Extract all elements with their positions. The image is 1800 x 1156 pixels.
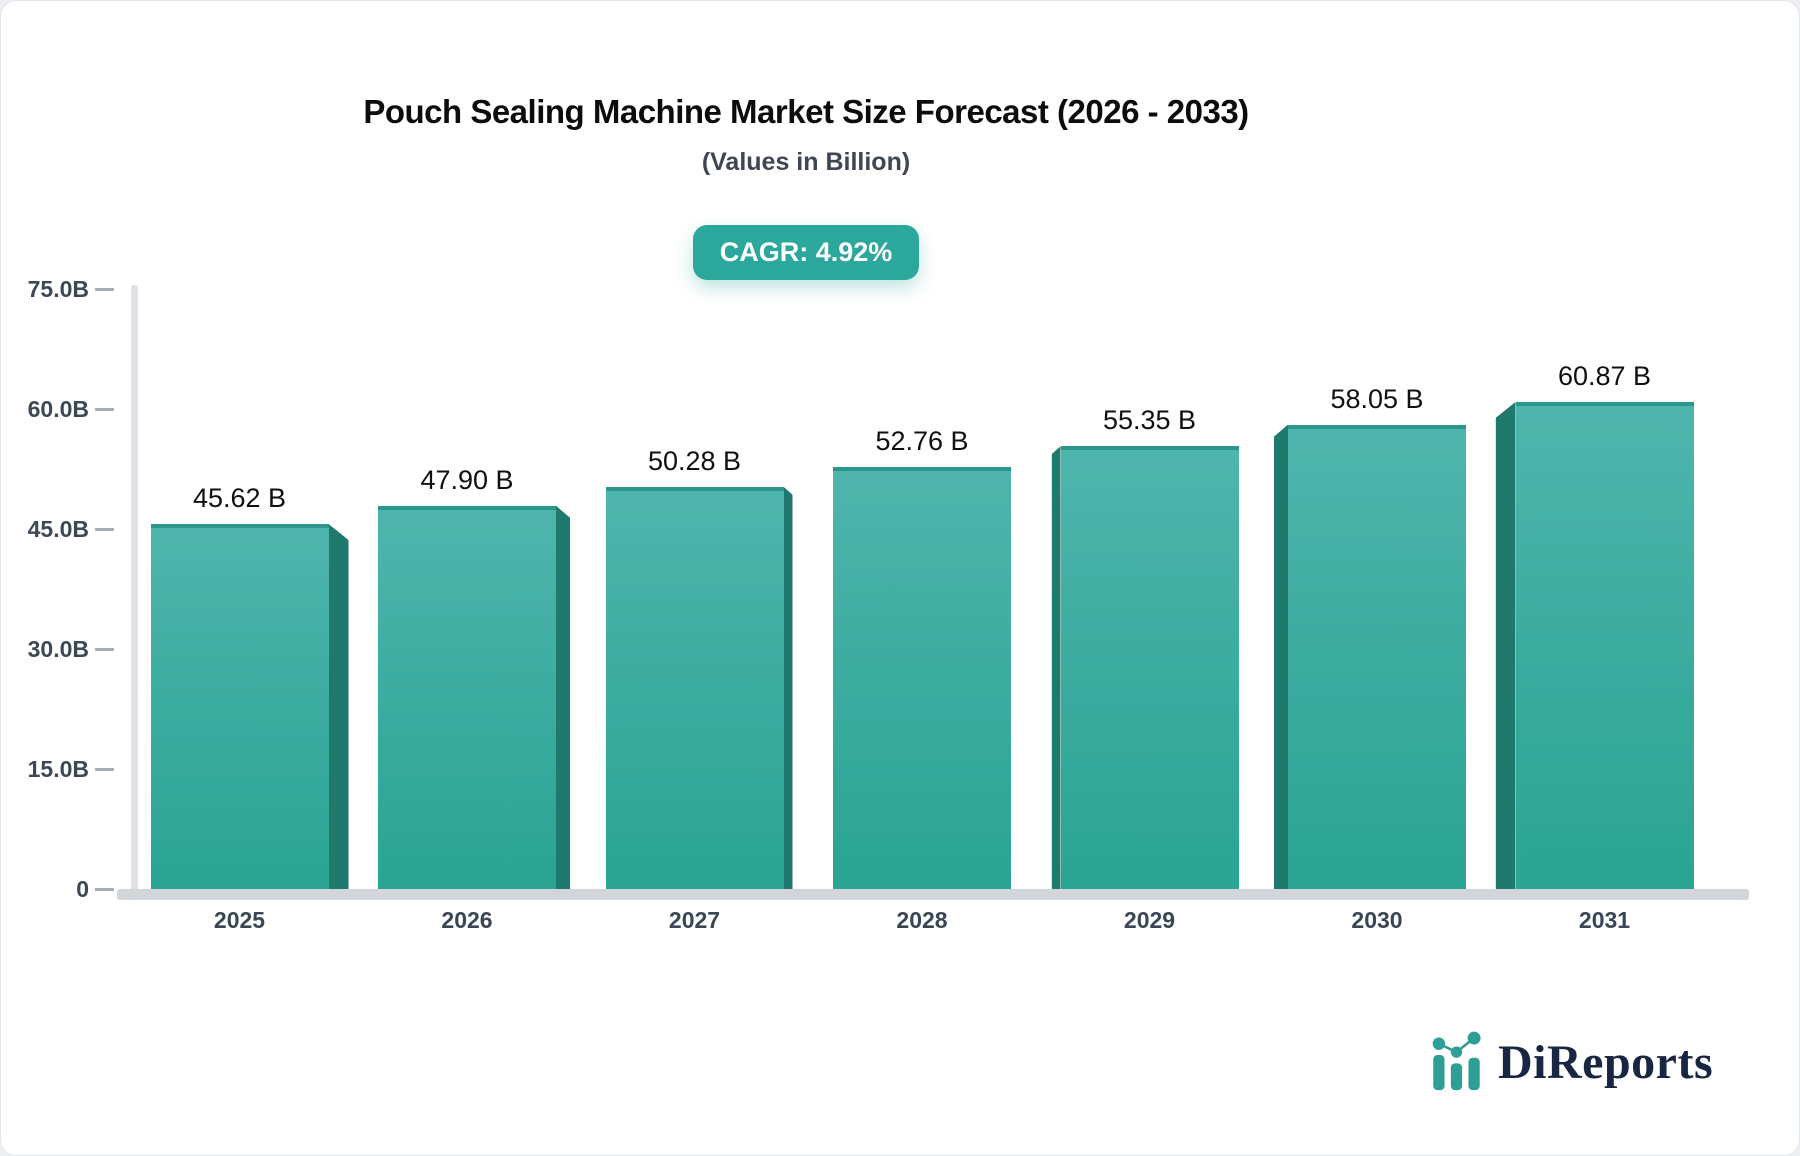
bar-2026	[378, 505, 556, 889]
brand-logo-chart-icon	[1432, 1031, 1481, 1091]
brand-logo: DiReports	[1429, 1031, 1713, 1093]
x-axis-category-label: 2027	[668, 907, 721, 933]
chart-title: Pouch Sealing Machine Market Size Foreca…	[363, 93, 1249, 130]
y-axis-tick-label: 15.0B	[27, 756, 89, 782]
y-axis-tick-label: 30.0B	[27, 636, 89, 662]
y-axis-tick-mark	[95, 767, 114, 771]
x-axis-category-label: 2025	[213, 907, 266, 933]
y-axis-line	[131, 285, 138, 900]
bar-2028	[833, 466, 1011, 889]
y-axis-tick-mark	[95, 647, 114, 651]
bar-2025	[150, 524, 329, 889]
y-axis-tick-mark	[95, 407, 114, 411]
chart-subtitle: (Values in Billion)	[701, 148, 911, 176]
y-axis-tick-label: 75.0B	[27, 276, 89, 302]
bar-value-label: 58.05 B	[1330, 383, 1424, 414]
y-axis-tick-mark	[95, 287, 114, 291]
bar-2029	[1060, 446, 1239, 889]
y-axis-tick-label: 45.0B	[27, 516, 89, 542]
x-axis-category-label: 2031	[1578, 907, 1631, 933]
bar-value-label: 52.76 B	[875, 425, 969, 456]
y-axis-tick-label: 0	[76, 876, 89, 902]
x-axis-category-label: 2028	[896, 907, 948, 933]
x-axis-line	[117, 889, 1749, 900]
bar-value-label: 60.87 B	[1557, 361, 1652, 392]
x-axis-category-label: 2026	[441, 907, 493, 933]
bar-value-label: 47.90 B	[420, 464, 514, 495]
x-axis-category-label: 2030	[1351, 907, 1403, 933]
cagr-badge-row: CAGR: 4.92%	[1, 225, 1611, 280]
bar-3d-side	[783, 486, 793, 889]
bar-value-label: 45.62 B	[192, 483, 287, 514]
bar-3d-side	[1495, 402, 1516, 889]
bar-value-label: 55.35 B	[1102, 405, 1197, 436]
bar-3d-side	[1051, 446, 1061, 889]
y-axis-tick-mark	[95, 887, 114, 891]
y-axis-tick-mark	[95, 527, 114, 531]
bar-3d-side	[1274, 424, 1288, 889]
cagr-badge: CAGR: 4.92%	[692, 225, 920, 280]
bar-3d-side	[328, 524, 349, 889]
bar-2027	[605, 486, 784, 889]
x-axis-category-label: 2029	[1123, 907, 1176, 933]
bar-3d-side	[556, 505, 570, 889]
bar-value-label: 50.28 B	[647, 445, 742, 476]
bar-2030	[1288, 424, 1466, 889]
bar-2031	[1515, 402, 1694, 889]
brand-logo-text: DiReports	[1498, 1035, 1714, 1089]
y-axis-tick-label: 60.0B	[27, 396, 89, 422]
